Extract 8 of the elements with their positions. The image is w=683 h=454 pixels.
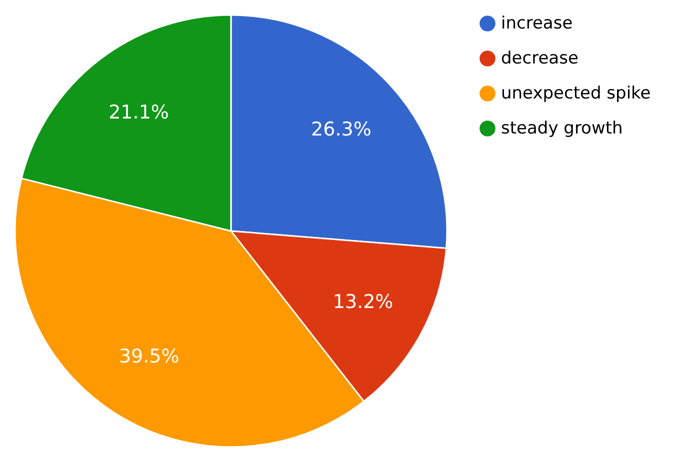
data-label: 13.2% [332, 291, 394, 314]
legend-label: increase [501, 14, 573, 34]
data-label: 21.1% [108, 102, 169, 124]
data-label: 39.5% [118, 346, 180, 368]
legend-label: decrease [501, 48, 578, 68]
data-label: 26.3% [311, 118, 372, 140]
legend-label: steady growth [501, 118, 623, 138]
legend-label: unexpected spike [501, 84, 651, 104]
